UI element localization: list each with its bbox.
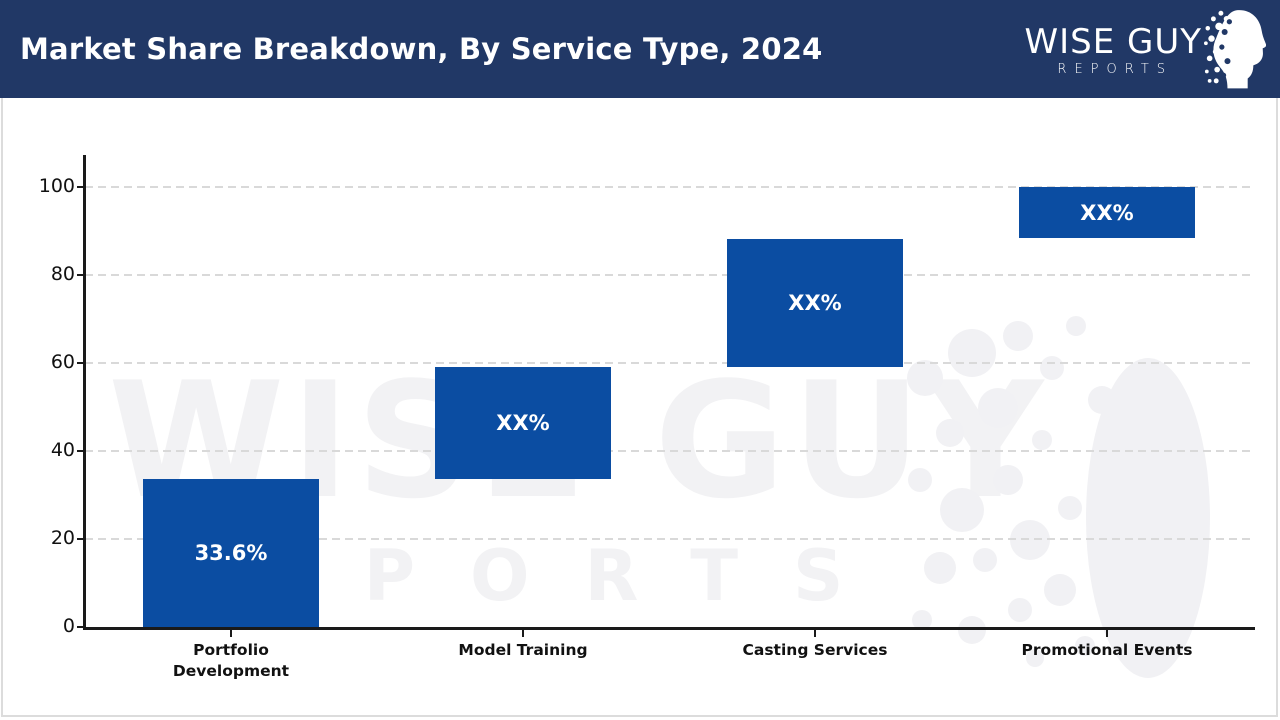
page-title: Market Share Breakdown, By Service Type,… bbox=[20, 32, 823, 66]
head-profile-icon bbox=[1204, 10, 1266, 89]
category-label-4: Promotional Events bbox=[1021, 641, 1193, 659]
category-label-1: Portfolio Development bbox=[172, 641, 290, 680]
gridline-80 bbox=[85, 274, 1253, 276]
y-tick-label-60: 60 bbox=[50, 351, 75, 373]
y-tick-20 bbox=[77, 538, 85, 540]
y-tick-0 bbox=[77, 626, 85, 628]
y-tick-label-0: 0 bbox=[62, 615, 75, 637]
brand-wordmark: WISE GUY REPORTS bbox=[1024, 25, 1202, 77]
brand-name: WISE GUY bbox=[1024, 22, 1202, 62]
bar-3: XX% bbox=[727, 238, 903, 368]
bar-1: 33.6% bbox=[143, 479, 319, 627]
y-tick-label-20: 20 bbox=[50, 527, 75, 549]
x-tick-4 bbox=[1106, 629, 1108, 637]
x-tick-1 bbox=[230, 629, 232, 637]
gridline-100 bbox=[85, 186, 1253, 188]
bar-value-label-2: XX% bbox=[496, 411, 550, 436]
category-label-3: Casting Services bbox=[742, 641, 888, 659]
category-label-2: Model Training bbox=[458, 641, 588, 659]
gridline-20 bbox=[85, 538, 1253, 540]
bar-4: XX% bbox=[1019, 187, 1195, 239]
x-tick-2 bbox=[522, 629, 524, 637]
brand-subtitle: REPORTS bbox=[1057, 62, 1174, 77]
bar-2: XX% bbox=[435, 367, 611, 480]
bar-value-label-4: XX% bbox=[1080, 200, 1134, 225]
gridline-40 bbox=[85, 450, 1253, 452]
x-tick-3 bbox=[814, 629, 816, 637]
gridline-60 bbox=[85, 362, 1253, 364]
y-tick-80 bbox=[77, 274, 85, 276]
y-tick-label-100: 100 bbox=[38, 175, 75, 197]
x-axis-line bbox=[83, 627, 1255, 630]
y-tick-label-80: 80 bbox=[50, 263, 75, 285]
header-bar: Market Share Breakdown, By Service Type,… bbox=[0, 0, 1280, 98]
watermark-head-dots-icon bbox=[907, 316, 1210, 678]
bar-value-label-1: 33.6% bbox=[194, 541, 268, 566]
y-tick-60 bbox=[77, 362, 85, 364]
y-axis-line bbox=[83, 155, 86, 629]
bar-value-label-3: XX% bbox=[788, 291, 842, 316]
brand-logo: WISE GUY REPORTS bbox=[1024, 6, 1266, 90]
y-tick-100 bbox=[77, 186, 85, 188]
y-tick-label-40: 40 bbox=[50, 439, 75, 461]
chart-area: WISE GUY REPORTS 0 20 40 60 80 100 33.6% Portfo… bbox=[0, 98, 1280, 720]
y-tick-40 bbox=[77, 450, 85, 452]
